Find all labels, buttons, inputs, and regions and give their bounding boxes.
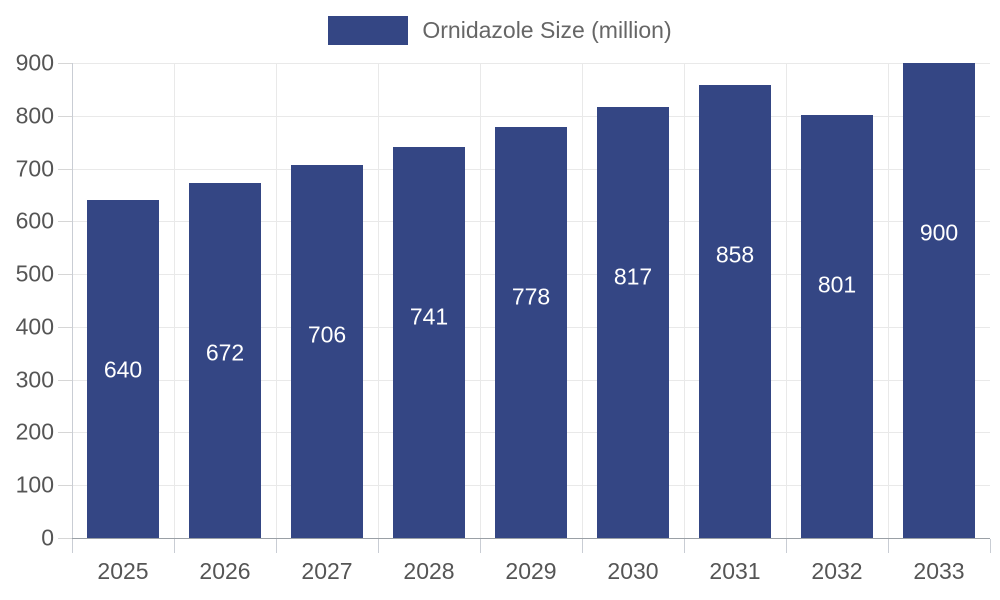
x-axis-tick-label: 2029: [505, 558, 557, 584]
bar-value-label: 741: [409, 303, 449, 330]
bar-value-label: 640: [103, 356, 143, 383]
x-axis-tick: [786, 539, 787, 553]
bar-value-label: 706: [307, 321, 347, 348]
x-axis-tick: [276, 539, 277, 553]
y-axis-tick: [58, 115, 72, 117]
chart-legend: Ornidazole Size (million): [0, 10, 1000, 50]
y-axis-tick-label: 600: [15, 207, 54, 234]
y-axis-tick: [58, 274, 72, 276]
gridline-vertical: [480, 63, 481, 538]
x-axis-tick: [480, 539, 481, 553]
x-axis-tick: [378, 539, 379, 553]
x-axis-tick: [888, 539, 889, 553]
bar[interactable]: [801, 115, 873, 538]
gridline-vertical: [378, 63, 379, 538]
y-axis-line: [72, 63, 73, 538]
y-axis-tick-label: 800: [15, 102, 54, 129]
legend-label: Ornidazole Size (million): [422, 16, 672, 43]
x-axis-tick-label: 2026: [199, 558, 251, 584]
y-axis-tick-label: 900: [15, 49, 54, 76]
x-axis-tick-label: 2027: [301, 558, 353, 584]
bar[interactable]: [597, 106, 669, 538]
y-axis-tick: [58, 538, 72, 539]
bar-value-label: 858: [715, 241, 755, 268]
bar[interactable]: [87, 200, 159, 538]
y-axis-tick: [58, 326, 72, 328]
gridline-vertical: [888, 63, 889, 538]
y-axis-tick-label: 0: [41, 524, 54, 551]
gridline-vertical: [684, 63, 685, 538]
x-axis-tick: [72, 539, 73, 553]
y-axis-tick: [58, 221, 72, 223]
y-axis-tick-label: 100: [15, 471, 54, 498]
y-axis-tick: [58, 168, 72, 170]
gridline-horizontal: [72, 63, 990, 64]
y-axis-tick: [58, 63, 72, 64]
legend-color-swatch-icon: [328, 15, 409, 45]
gridline-vertical: [174, 63, 175, 538]
bar[interactable]: [393, 146, 465, 538]
y-axis-tick-label: 300: [15, 366, 54, 393]
bar-value-label: 672: [205, 339, 245, 366]
bar[interactable]: [291, 165, 363, 538]
y-axis-tick-label: 500: [15, 260, 54, 287]
y-axis-tick: [58, 432, 72, 434]
y-axis-tick-label: 700: [15, 155, 54, 182]
x-axis-line: [58, 538, 990, 539]
bar[interactable]: [495, 127, 567, 538]
y-axis-tick-label: 200: [15, 418, 54, 445]
x-axis-tick: [174, 539, 175, 553]
plot-area: 640 672 706 741 778 817 858 801 900: [72, 63, 990, 539]
y-axis-tick-label: 400: [15, 313, 54, 340]
bar-value-label: 817: [613, 263, 653, 290]
gridline-vertical: [786, 63, 787, 538]
x-axis-tick: [990, 539, 991, 553]
bar[interactable]: [903, 63, 975, 538]
x-axis-tick-label: 2025: [97, 558, 149, 584]
x-axis-tick-label: 2028: [403, 558, 455, 584]
x-axis-tick-label: 2033: [913, 558, 965, 584]
x-axis-tick-label: 2030: [607, 558, 659, 584]
bar-value-label: 801: [817, 271, 857, 298]
gridline-horizontal: [72, 115, 990, 117]
x-axis-tick-label: 2031: [709, 558, 761, 584]
x-axis-tick: [582, 539, 583, 553]
bar-value-label: 900: [919, 219, 959, 246]
x-axis-tick: [684, 539, 685, 553]
x-axis-tick-label: 2032: [811, 558, 863, 584]
bar-value-label: 778: [511, 283, 551, 310]
y-axis-tick: [58, 485, 72, 487]
gridline-vertical: [582, 63, 583, 538]
bar[interactable]: [189, 183, 261, 538]
gridline-vertical: [276, 63, 277, 538]
bar[interactable]: [699, 85, 771, 538]
y-axis-tick: [58, 379, 72, 381]
y-axis-tick-labels: 0 100 200 300 400 500 600 700 800 900: [0, 0, 54, 600]
